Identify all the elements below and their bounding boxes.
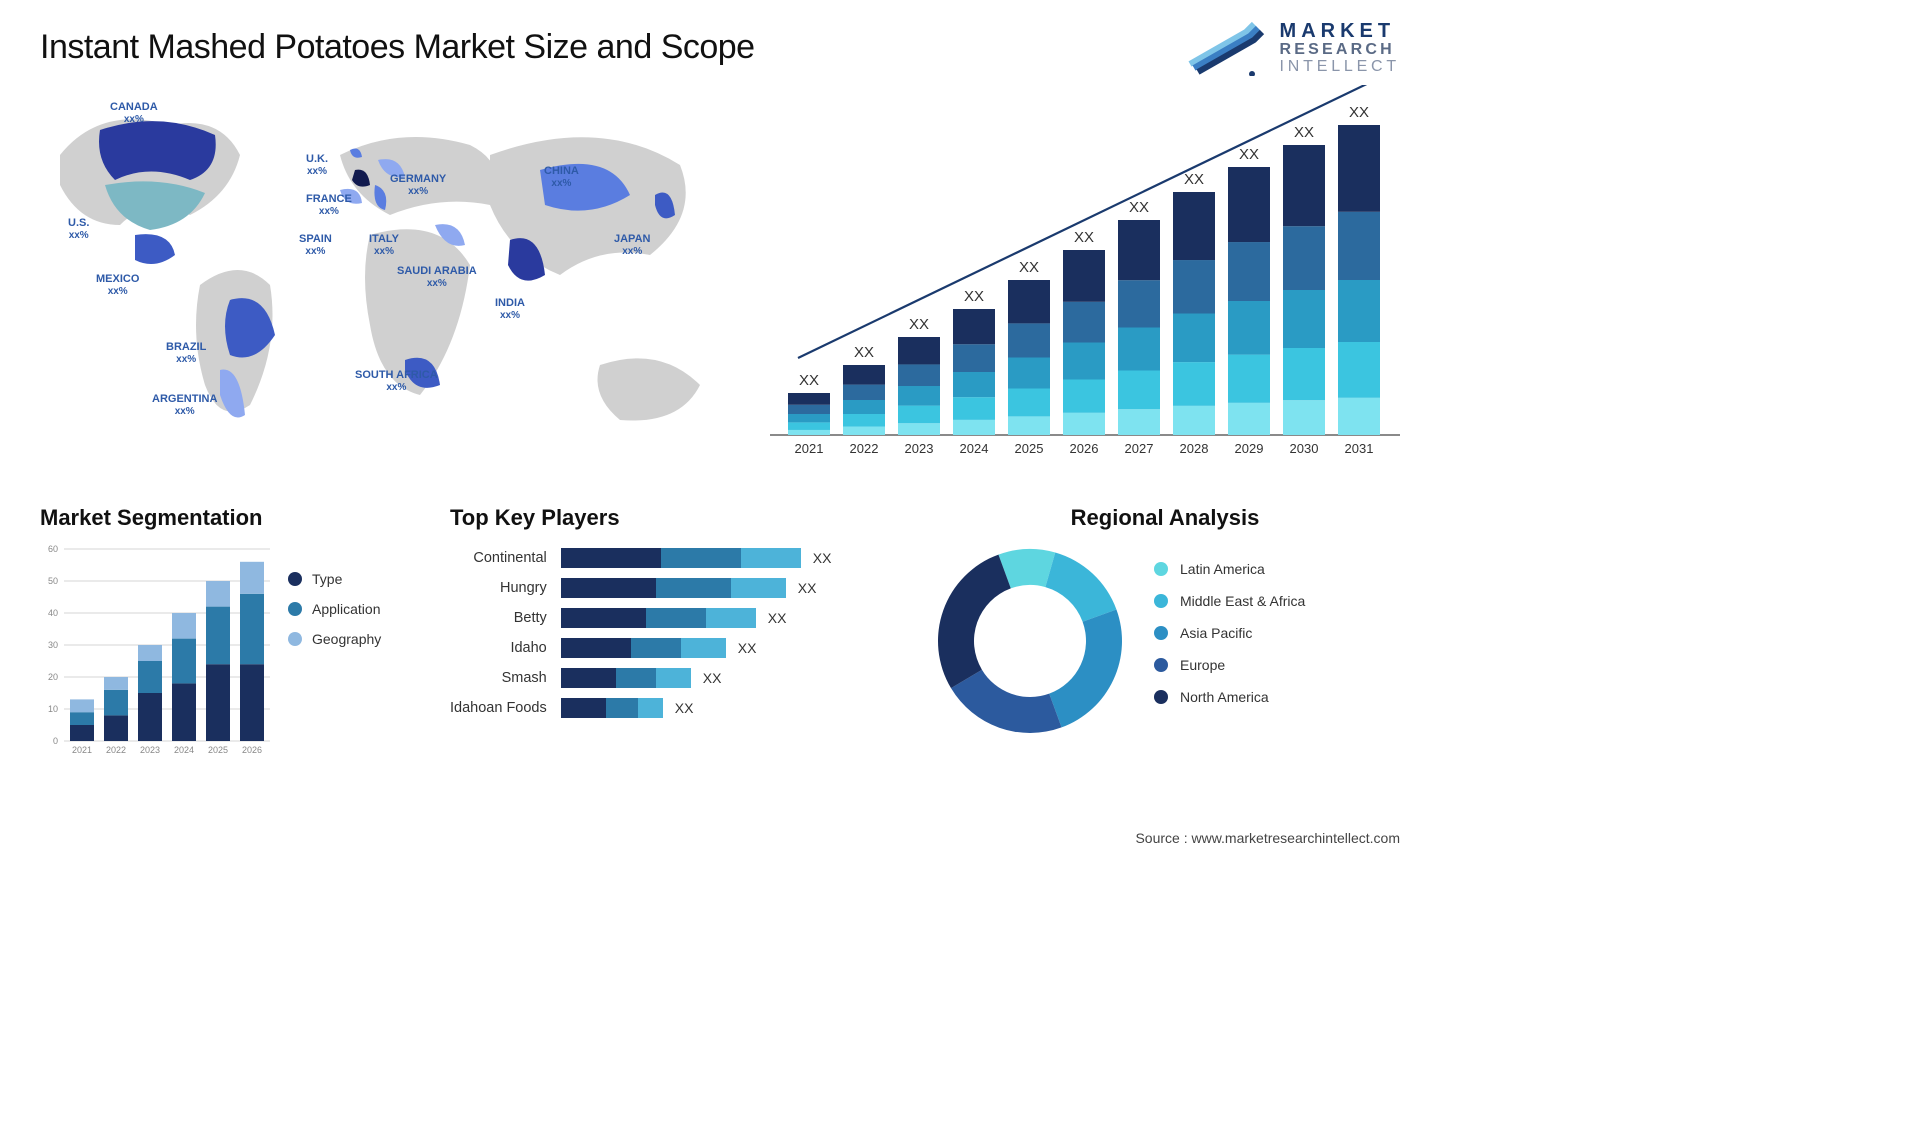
player-name: Idaho xyxy=(450,633,547,663)
map-label-mexico: MEXICOxx% xyxy=(96,273,139,298)
player-value: XX xyxy=(768,610,787,626)
player-value: XX xyxy=(738,640,757,656)
player-name: Continental xyxy=(450,543,547,573)
segmentation-chart: 0 10 20 30 40 50 60 2021 2022 2023 2024 2025 2026 xyxy=(40,541,270,761)
svg-text:2021: 2021 xyxy=(72,745,92,755)
svg-text:2024: 2024 xyxy=(174,745,194,755)
player-bar-row: XX xyxy=(561,543,920,573)
player-bar-row: XX xyxy=(561,663,920,693)
svg-text:2029: 2029 xyxy=(1235,441,1264,456)
logo-icon xyxy=(1188,20,1268,76)
segmentation-legend: Type Application Geography xyxy=(288,571,381,661)
player-value: XX xyxy=(675,700,694,716)
regional-title: Regional Analysis xyxy=(930,505,1400,531)
player-bar-row: XX xyxy=(561,633,920,663)
svg-text:XX: XX xyxy=(909,316,929,333)
svg-text:2030: 2030 xyxy=(1290,441,1319,456)
players-title: Top Key Players xyxy=(450,505,920,531)
svg-text:2022: 2022 xyxy=(106,745,126,755)
logo-line3: INTELLECT xyxy=(1280,59,1400,76)
svg-text:10: 10 xyxy=(48,704,58,714)
seg-legend-item: Geography xyxy=(288,631,381,647)
world-map: CANADAxx% U.S.xx% MEXICOxx% BRAZILxx% ARGENT… xyxy=(40,85,740,485)
players-panel: Top Key Players ContinentalHungryBettyId… xyxy=(450,505,920,761)
regional-donut xyxy=(930,541,1130,741)
map-label-france: FRANCExx% xyxy=(306,193,352,218)
svg-text:2028: 2028 xyxy=(1180,441,1209,456)
svg-text:30: 30 xyxy=(48,640,58,650)
seg-legend-item: Application xyxy=(288,601,381,617)
player-names: ContinentalHungryBettyIdahoSmashIdahoan … xyxy=(450,543,547,723)
player-bar-row: XX xyxy=(561,693,920,723)
segmentation-title: Market Segmentation xyxy=(40,505,440,531)
regional-legend-item: Latin America xyxy=(1154,561,1305,577)
regional-panel: Regional Analysis Latin America Middle Ea… xyxy=(930,505,1400,761)
svg-text:2026: 2026 xyxy=(1070,441,1099,456)
map-label-uk: U.K.xx% xyxy=(306,153,328,178)
svg-text:2021: 2021 xyxy=(795,441,824,456)
growth-bar-chart: 2021 XX 2022 XX 2023 XX 2024 XX 2025 XX 2026 XX 2027… xyxy=(770,85,1400,485)
map-label-india: INDIAxx% xyxy=(495,297,525,322)
player-value: XX xyxy=(798,580,817,596)
svg-text:40: 40 xyxy=(48,608,58,618)
player-name: Betty xyxy=(450,603,547,633)
player-name: Idahoan Foods xyxy=(450,693,547,723)
map-label-germany: GERMANYxx% xyxy=(390,173,446,198)
svg-text:XX: XX xyxy=(1074,229,1094,246)
player-bars: XX XX XX XX XX XX xyxy=(561,543,920,723)
map-label-spain: SPAINxx% xyxy=(299,233,332,258)
seg-legend-item: Type xyxy=(288,571,381,587)
regional-legend: Latin America Middle East & Africa Asia Pa… xyxy=(1154,561,1305,721)
regional-legend-item: Asia Pacific xyxy=(1154,625,1305,641)
logo-line2: RESEARCH xyxy=(1280,42,1400,59)
player-bar-row: XX xyxy=(561,573,920,603)
regional-legend-item: North America xyxy=(1154,689,1305,705)
brand-logo: MARKET RESEARCH INTELLECT xyxy=(1188,20,1400,76)
map-label-japan: JAPANxx% xyxy=(614,233,650,258)
svg-text:XX: XX xyxy=(1349,104,1369,121)
svg-text:2027: 2027 xyxy=(1125,441,1154,456)
segmentation-panel: Market Segmentation 0 10 20 30 40 50 60 2021 202… xyxy=(40,505,440,761)
player-name: Hungry xyxy=(450,573,547,603)
svg-text:2031: 2031 xyxy=(1345,441,1374,456)
svg-text:50: 50 xyxy=(48,576,58,586)
player-name: Smash xyxy=(450,663,547,693)
svg-text:XX: XX xyxy=(854,344,874,361)
regional-legend-item: Middle East & Africa xyxy=(1154,593,1305,609)
regional-legend-item: Europe xyxy=(1154,657,1305,673)
svg-text:2022: 2022 xyxy=(850,441,879,456)
svg-text:2025: 2025 xyxy=(208,745,228,755)
map-label-brazil: BRAZILxx% xyxy=(166,341,206,366)
map-label-us: U.S.xx% xyxy=(68,217,89,242)
svg-text:XX: XX xyxy=(1019,259,1039,276)
svg-text:XX: XX xyxy=(1129,199,1149,216)
svg-text:XX: XX xyxy=(1239,146,1259,163)
svg-text:XX: XX xyxy=(1184,171,1204,188)
map-label-canada: CANADAxx% xyxy=(110,101,158,126)
svg-text:60: 60 xyxy=(48,544,58,554)
svg-text:2024: 2024 xyxy=(960,441,989,456)
svg-text:XX: XX xyxy=(964,288,984,305)
player-value: XX xyxy=(813,550,832,566)
player-value: XX xyxy=(703,670,722,686)
source-text: Source : www.marketresearchintellect.com xyxy=(1135,830,1400,846)
map-label-argentina: ARGENTINAxx% xyxy=(152,393,217,418)
svg-text:XX: XX xyxy=(799,372,819,389)
map-label-southafrica: SOUTH AFRICAxx% xyxy=(355,369,438,394)
svg-text:20: 20 xyxy=(48,672,58,682)
logo-line1: MARKET xyxy=(1280,21,1400,42)
svg-text:2026: 2026 xyxy=(242,745,262,755)
map-label-saudiarabia: SAUDI ARABIAxx% xyxy=(397,265,477,290)
svg-text:0: 0 xyxy=(53,736,58,746)
svg-text:XX: XX xyxy=(1294,124,1314,141)
player-bar-row: XX xyxy=(561,603,920,633)
map-label-italy: ITALYxx% xyxy=(369,233,399,258)
svg-text:2025: 2025 xyxy=(1015,441,1044,456)
map-label-china: CHINAxx% xyxy=(544,165,579,190)
svg-text:2023: 2023 xyxy=(140,745,160,755)
svg-text:2023: 2023 xyxy=(905,441,934,456)
